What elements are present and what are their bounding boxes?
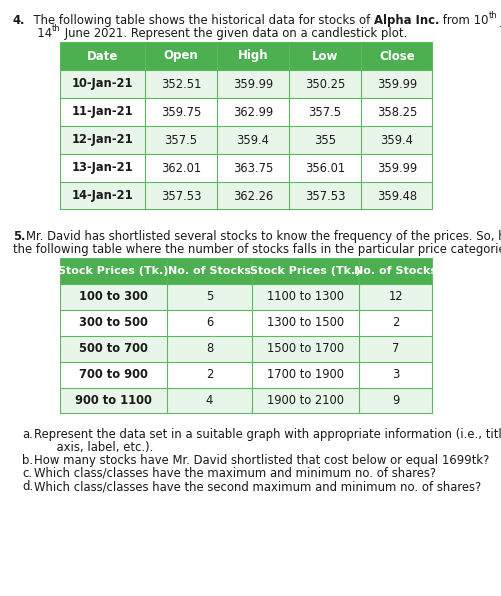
Text: the following table where the number of stocks falls in the particular price cat: the following table where the number of … [13,243,501,256]
Text: 14-Jan-21: 14-Jan-21 [72,190,133,203]
Text: 300 to 500: 300 to 500 [79,316,148,330]
Text: 700 to 900: 700 to 900 [79,368,148,381]
Text: Low: Low [312,49,338,63]
Text: 362.99: 362.99 [233,105,273,119]
Text: 362.26: 362.26 [233,190,273,203]
Text: 359.99: 359.99 [377,162,417,175]
Text: 357.5: 357.5 [309,105,342,119]
Text: 500 to 700: 500 to 700 [79,343,148,355]
Text: The following table shows the historical data for stocks of: The following table shows the historical… [26,14,374,27]
Text: 1900 to 2100: 1900 to 2100 [267,395,344,408]
Bar [60,42,433,70]
Text: 4.: 4. [13,14,26,27]
Text: Alpha Inc.: Alpha Inc. [374,14,439,27]
Text: th: th [489,11,497,20]
Text: axis, label, etc.).: axis, label, etc.). [34,441,153,454]
Text: 357.5: 357.5 [164,134,197,147]
Text: Close: Close [379,49,415,63]
Text: 1100 to 1300: 1100 to 1300 [267,290,344,303]
Text: 10-Jan-21: 10-Jan-21 [72,77,133,91]
Text: 359.48: 359.48 [377,190,417,203]
Text: b.: b. [22,454,33,467]
Text: 357.53: 357.53 [305,190,345,203]
Text: Which class/classes have the second maximum and minimum no. of shares?: Which class/classes have the second maxi… [34,480,481,493]
Bar [60,310,433,336]
Text: 11-Jan-21: 11-Jan-21 [72,105,133,119]
Bar [60,98,433,126]
Text: d.: d. [22,480,33,493]
Bar [60,388,433,414]
Text: 355: 355 [314,134,336,147]
Text: from 10: from 10 [439,14,489,27]
Bar [60,154,433,182]
Text: 5: 5 [206,290,213,303]
Text: 357.53: 357.53 [161,190,201,203]
Text: Represent the data set in a suitable graph with appropriate information (i.e., t: Represent the data set in a suitable gra… [34,428,501,441]
Text: 900 to 1100: 900 to 1100 [75,395,152,408]
Bar [60,70,433,98]
Text: 359.99: 359.99 [233,77,273,91]
Text: a.: a. [22,428,33,441]
Text: 356.01: 356.01 [305,162,345,175]
Text: 359.4: 359.4 [236,134,270,147]
Text: 352.51: 352.51 [161,77,201,91]
Text: 363.75: 363.75 [233,162,273,175]
Text: 8: 8 [206,343,213,355]
Text: How many stocks have Mr. David shortlisted that cost below or equal 1699tk?: How many stocks have Mr. David shortlist… [34,454,489,467]
Bar [60,258,433,284]
Text: 1700 to 1900: 1700 to 1900 [267,368,344,381]
Text: 4: 4 [206,395,213,408]
Text: c.: c. [22,467,32,480]
Bar [60,336,433,362]
Text: Date: Date [87,49,118,63]
Text: 2: 2 [206,368,213,381]
Text: Which class/classes have the maximum and minimum no. of shares?: Which class/classes have the maximum and… [34,467,436,480]
Text: 6: 6 [206,316,213,330]
Text: 1500 to 1700: 1500 to 1700 [267,343,344,355]
Text: 1300 to 1500: 1300 to 1500 [267,316,344,330]
Text: Stock Prices (Tk.): Stock Prices (Tk.) [58,266,169,276]
Text: 12-Jan-21: 12-Jan-21 [72,134,133,147]
Text: th: th [52,24,61,33]
Bar [60,126,433,154]
Bar [60,182,433,210]
Text: 362.01: 362.01 [161,162,201,175]
Text: 2: 2 [392,316,400,330]
Text: 359.99: 359.99 [377,77,417,91]
Text: 13-Jan-21: 13-Jan-21 [72,162,133,175]
Text: 359.75: 359.75 [161,105,201,119]
Bar [60,362,433,388]
Text: Stock Prices (Tk.): Stock Prices (Tk.) [250,266,361,276]
Text: No. of Stocks: No. of Stocks [355,266,437,276]
Text: Mr. David has shortlisted several stocks to know the frequency of the prices. So: Mr. David has shortlisted several stocks… [26,230,501,243]
Text: 359.4: 359.4 [381,134,413,147]
Text: 358.25: 358.25 [377,105,417,119]
Text: 9: 9 [392,395,400,408]
Text: 350.25: 350.25 [305,77,345,91]
Text: 3: 3 [392,368,400,381]
Text: 14: 14 [26,27,52,40]
Text: No. of Stocks: No. of Stocks [168,266,251,276]
Bar [60,284,433,310]
Text: June 2021. Represent the given data on a candlestick plot.: June 2021. Represent the given data on a… [61,27,407,40]
Text: 12: 12 [389,290,403,303]
Text: Open: Open [164,49,198,63]
Text: 5.: 5. [13,230,26,243]
Text: 100 to 300: 100 to 300 [79,290,148,303]
Text: High: High [237,49,269,63]
Text: Jan 2021 to: Jan 2021 to [497,14,501,27]
Text: 7: 7 [392,343,400,355]
